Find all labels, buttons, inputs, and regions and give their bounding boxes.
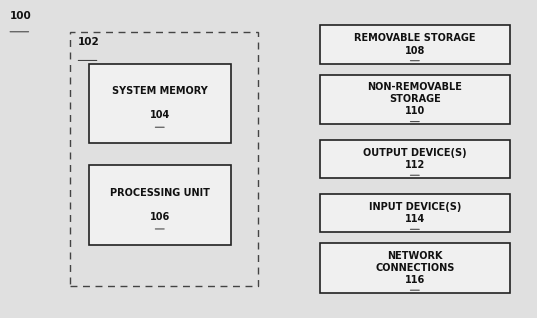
- Bar: [70, 32, 258, 286]
- Bar: [320, 140, 510, 178]
- Bar: [320, 75, 510, 124]
- Bar: [320, 243, 510, 293]
- Text: REMOVABLE STORAGE: REMOVABLE STORAGE: [354, 33, 476, 44]
- Text: 104: 104: [150, 110, 170, 121]
- Text: PROCESSING UNIT: PROCESSING UNIT: [110, 188, 209, 198]
- Text: 108: 108: [405, 45, 425, 56]
- Bar: [89, 64, 231, 143]
- Text: OUTPUT DEVICE(S): OUTPUT DEVICE(S): [363, 148, 467, 158]
- Text: 102: 102: [78, 37, 100, 46]
- Bar: [320, 25, 510, 64]
- Text: SYSTEM MEMORY: SYSTEM MEMORY: [112, 86, 208, 96]
- Bar: [89, 165, 231, 245]
- Text: 106: 106: [150, 212, 170, 222]
- Text: 114: 114: [405, 214, 425, 224]
- Text: NETWORK: NETWORK: [387, 251, 442, 261]
- Text: INPUT DEVICE(S): INPUT DEVICE(S): [368, 202, 461, 212]
- Text: 100: 100: [10, 11, 32, 21]
- Text: STORAGE: STORAGE: [389, 94, 441, 104]
- Bar: [320, 194, 510, 232]
- Text: NON-REMOVABLE: NON-REMOVABLE: [367, 82, 462, 92]
- Text: 110: 110: [405, 107, 425, 116]
- Text: 112: 112: [405, 160, 425, 170]
- Text: CONNECTIONS: CONNECTIONS: [375, 263, 454, 273]
- Text: 116: 116: [405, 275, 425, 285]
